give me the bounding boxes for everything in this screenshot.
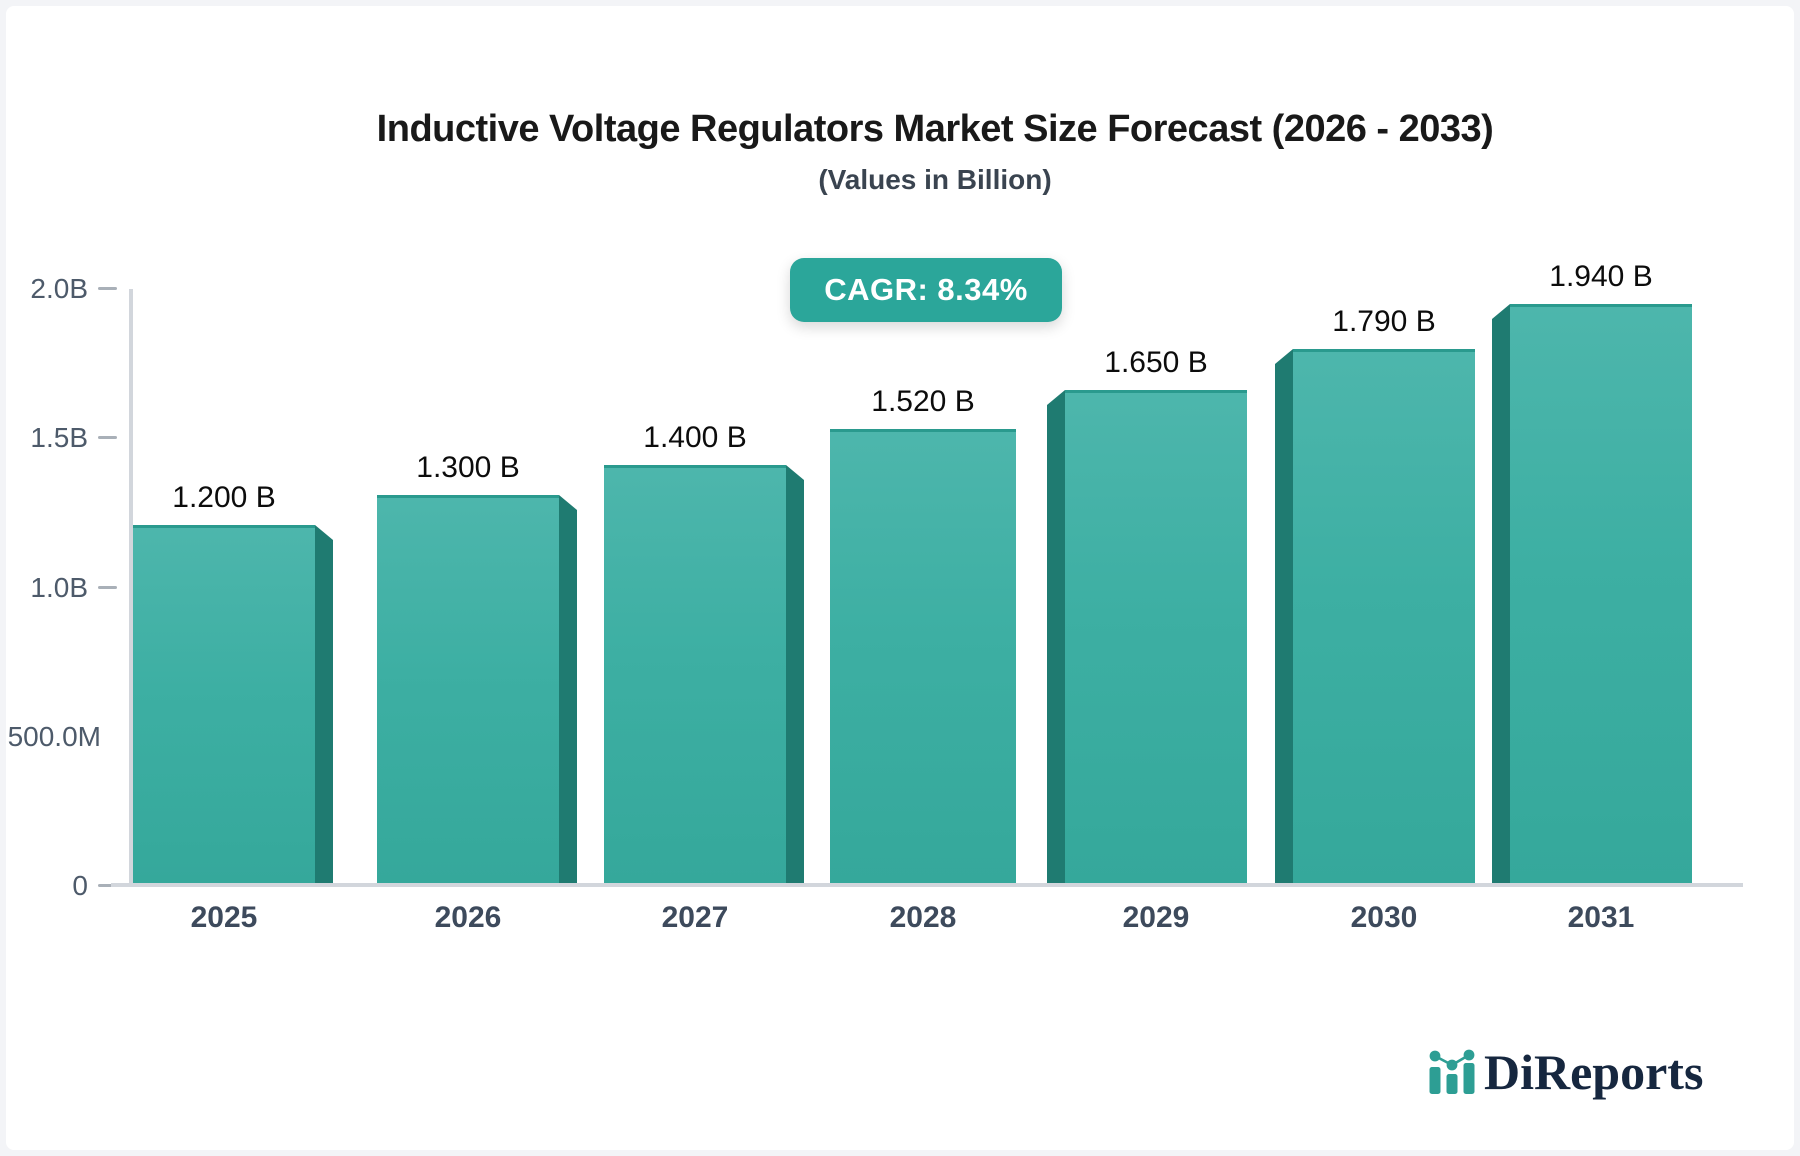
bar-2028[interactable] — [830, 429, 1016, 883]
y-tick-label: 1.0B — [30, 572, 88, 603]
bar-3d-side — [1492, 304, 1510, 883]
bar-2031[interactable] — [1492, 304, 1692, 883]
bar-3d-side — [559, 495, 577, 883]
bar-value-label: 1.400 B — [643, 421, 747, 454]
x-axis-label-2031: 2031 — [1567, 901, 1635, 934]
brand-name: DiReports — [1484, 1044, 1704, 1100]
bar-face[interactable] — [604, 465, 786, 883]
bar-3d-side — [1047, 390, 1065, 883]
x-axis-label-2028: 2028 — [889, 901, 957, 934]
bar-3d-side — [315, 525, 333, 883]
y-tick-mark — [98, 586, 117, 589]
chart-title: Inductive Voltage Regulators Market Size… — [376, 108, 1494, 150]
bar-3d-side — [1275, 349, 1293, 883]
y-tick-label: 2.0B — [30, 273, 88, 304]
y-tick-mark — [98, 436, 117, 439]
bar-face[interactable] — [1065, 390, 1247, 883]
y-tick-mark — [98, 287, 117, 290]
bar-value-label: 1.200 B — [172, 481, 276, 514]
x-axis-label-2025: 2025 — [190, 901, 258, 934]
y-tick-label: 500.0M — [7, 721, 101, 752]
bar-2025[interactable] — [133, 525, 333, 883]
y-tick-mark — [98, 884, 117, 887]
bar-value-label: 1.940 B — [1549, 260, 1653, 293]
bar-face[interactable] — [830, 429, 1016, 883]
chart-subtitle: (Values in Billion) — [818, 164, 1052, 195]
brand-logo: DiReports — [1428, 1036, 1704, 1100]
x-axis-label-2027: 2027 — [661, 901, 729, 934]
bar-value-label: 1.520 B — [871, 385, 975, 418]
x-axis-label-2029: 2029 — [1122, 901, 1190, 934]
bar-value-label: 1.650 B — [1104, 346, 1208, 379]
x-axis-label-2030: 2030 — [1350, 901, 1418, 934]
bar-face[interactable] — [133, 525, 315, 883]
bar-3d-side — [786, 465, 804, 883]
y-axis-line — [129, 289, 133, 886]
bar-2029[interactable] — [1047, 390, 1247, 883]
cagr-badge: CAGR: 8.34% — [790, 258, 1062, 322]
bar-face[interactable] — [1510, 304, 1692, 883]
bar-chart-logo-icon — [1429, 1049, 1475, 1094]
y-tick-label: 1.5B — [30, 422, 88, 453]
x-axis-baseline — [111, 883, 1743, 887]
bar-value-label: 1.790 B — [1332, 305, 1436, 338]
bar-2030[interactable] — [1275, 349, 1475, 883]
bar-face[interactable] — [1293, 349, 1475, 883]
bar-face[interactable] — [377, 495, 559, 883]
y-tick-label: 0 — [72, 870, 88, 901]
bar-2027[interactable] — [604, 465, 804, 883]
x-axis-label-2026: 2026 — [434, 901, 502, 934]
bar-value-label: 1.300 B — [416, 451, 520, 484]
bar-2026[interactable] — [377, 495, 577, 883]
